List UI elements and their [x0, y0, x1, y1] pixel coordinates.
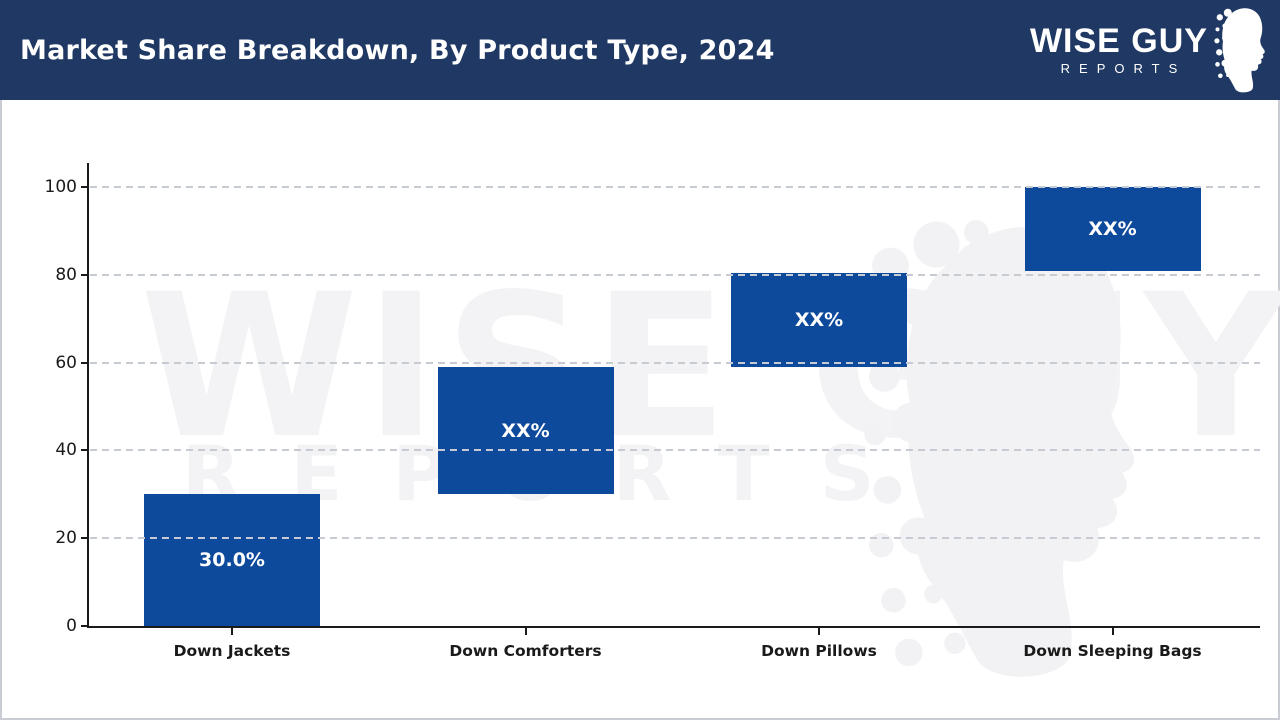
- y-tick-mark-40: [81, 449, 89, 452]
- logo-subtext: REPORTS: [1060, 60, 1187, 76]
- y-axis-spine: [87, 163, 89, 628]
- y-tick-label-60: 60: [55, 352, 77, 373]
- y-tick-label-100: 100: [44, 177, 77, 197]
- bar-value-label: 30.0%: [199, 549, 265, 572]
- gridline-y-20: [90, 537, 1260, 540]
- waterfall-bar-1: XX%: [437, 367, 614, 495]
- y-tick-mark-20: [81, 537, 89, 540]
- x-category-label-0: Down Jackets: [173, 642, 291, 660]
- header: Market Share Breakdown, By Product Type,…: [0, 0, 1280, 100]
- bar-value-label: XX%: [794, 308, 844, 331]
- wise-guy-face-icon: [1214, 8, 1265, 93]
- y-tick-mark-80: [81, 273, 89, 276]
- x-category-label-2: Down Pillows: [761, 642, 877, 660]
- gridline-y-40: [90, 449, 1260, 452]
- gridline-y-80: [90, 273, 1260, 276]
- x-category-label-1: Down Comforters: [449, 642, 602, 660]
- logo-wordmark: WISE GUY: [1029, 22, 1208, 61]
- waterfall-bar-2: XX%: [731, 272, 907, 367]
- y-tick-label-20: 20: [55, 528, 77, 549]
- gridline-y-60: [90, 361, 1260, 364]
- chart-area: WISE GUY REPORTS 30.0%XX%XX%XX%020406080…: [0, 100, 1280, 720]
- y-tick-label-80: 80: [55, 264, 77, 285]
- x-tick-mark-0: [231, 627, 233, 635]
- logo-text: WISE GUY REPORTS: [1029, 22, 1208, 76]
- y-tick-mark-100: [81, 186, 89, 188]
- y-tick-label-0: 0: [66, 616, 77, 636]
- y-tick-mark-0: [81, 625, 89, 627]
- x-tick-mark-2: [818, 627, 820, 635]
- bar-value-label: XX%: [1088, 218, 1137, 241]
- bar-value-label: XX%: [501, 419, 550, 442]
- x-axis-spine: [87, 626, 1260, 628]
- y-tick-label-40: 40: [55, 440, 77, 461]
- x-tick-mark-1: [524, 627, 527, 635]
- y-tick-mark-60: [81, 361, 89, 364]
- x-tick-mark-3: [1111, 627, 1114, 635]
- waterfall-bar-0: 30.0%: [144, 494, 320, 626]
- wise-guy-logo: WISE GUY REPORTS: [1030, 0, 1272, 100]
- x-category-label-3: Down Sleeping Bags: [1023, 642, 1202, 660]
- gridline-y-100: [90, 186, 1260, 188]
- chart-title: Market Share Breakdown, By Product Type,…: [20, 34, 775, 66]
- waterfall-bar-3: XX%: [1024, 187, 1201, 272]
